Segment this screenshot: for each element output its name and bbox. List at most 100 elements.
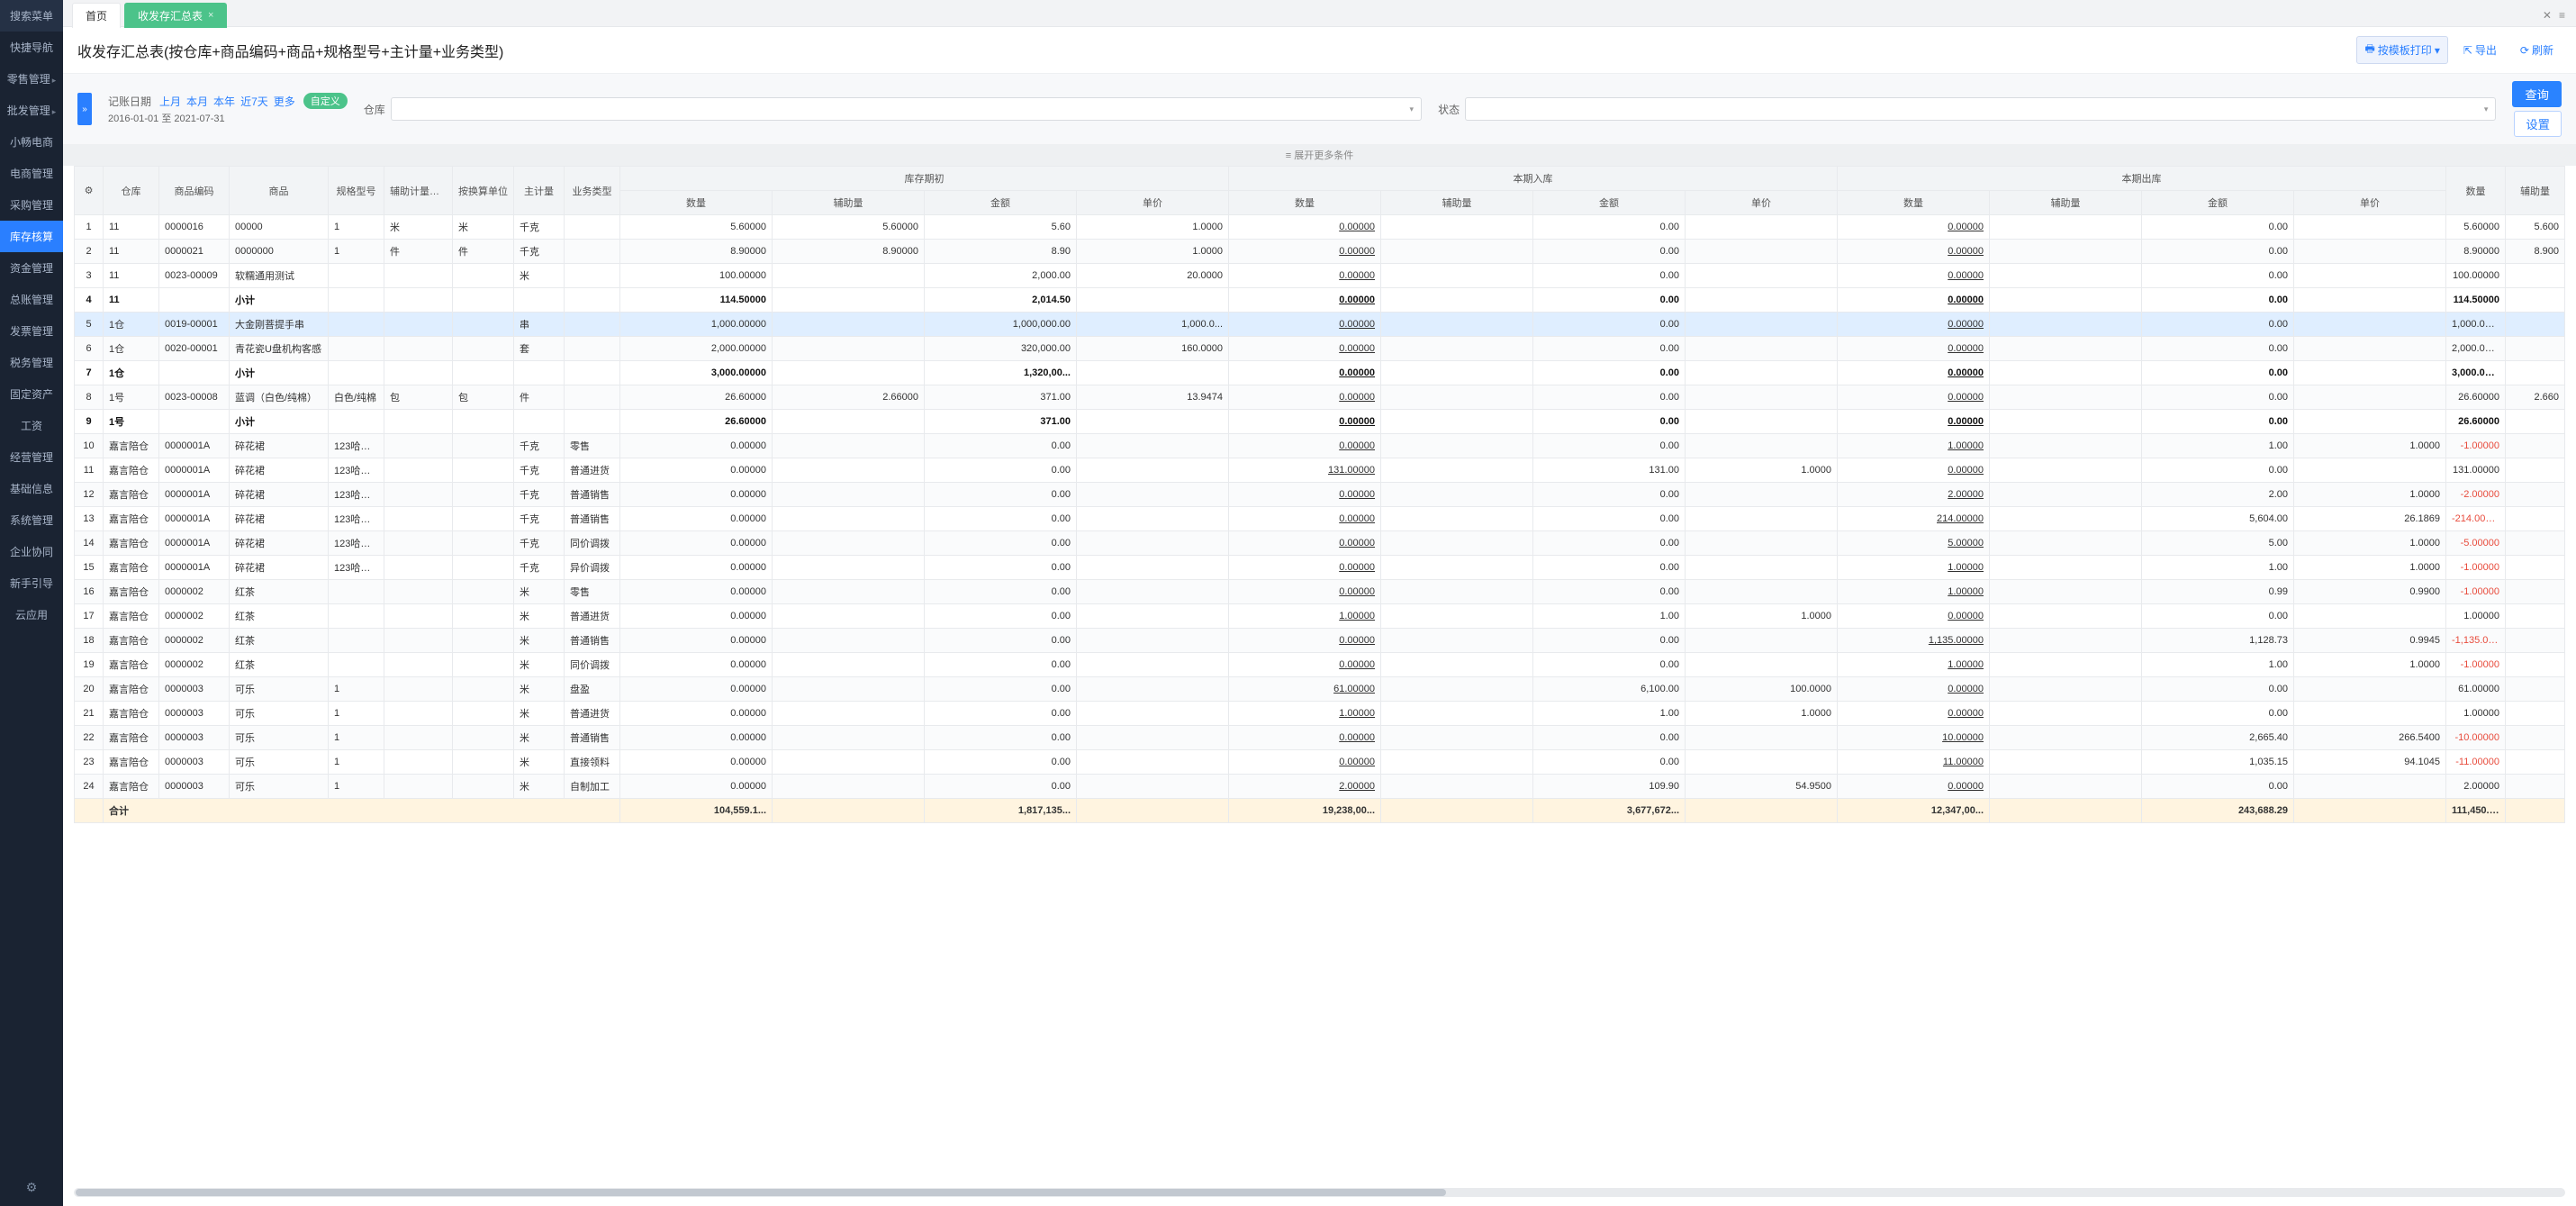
drill-link[interactable]: 61.00000 [1333, 684, 1375, 694]
sidebar-item-6[interactable]: 采购管理 [0, 189, 63, 221]
table-row[interactable]: 91号小计26.60000371.000.000000.000.000000.0… [75, 410, 2565, 434]
date-quick-0[interactable]: 上月 [159, 95, 181, 108]
date-quick-4[interactable]: 更多 [274, 95, 295, 108]
drill-link[interactable]: 0.00000 [1948, 611, 1984, 621]
search-button[interactable]: 查询 [2512, 81, 2562, 107]
date-quick-3[interactable]: 近7天 [240, 95, 268, 108]
table-row[interactable]: 211000002100000001件件千克8.900008.900008.90… [75, 240, 2565, 264]
tab-1[interactable]: 收发存汇总表× [124, 3, 227, 28]
sidebar-item-11[interactable]: 税务管理 [0, 347, 63, 378]
table-row[interactable]: 11嘉言陪仓0000001A碎花裙123哈哈哈...千克普通进货0.000000… [75, 458, 2565, 483]
table-row[interactable]: 22嘉言陪仓0000003可乐1米普通销售0.000000.000.000000… [75, 726, 2565, 750]
sidebar-item-7[interactable]: 库存核算 [0, 221, 63, 252]
sidebar-item-13[interactable]: 工资 [0, 410, 63, 441]
drill-link[interactable]: 0.00000 [1948, 319, 1984, 330]
drill-link[interactable]: 0.00000 [1339, 659, 1375, 670]
drill-link[interactable]: 0.00000 [1948, 392, 1984, 403]
sidebar-item-19[interactable]: 云应用 [0, 599, 63, 630]
drill-link[interactable]: 1.00000 [1339, 708, 1375, 719]
scrollbar-thumb[interactable] [76, 1189, 1446, 1196]
drill-link[interactable]: 0.00000 [1339, 270, 1375, 281]
drill-link[interactable]: 0.00000 [1948, 295, 1984, 305]
refresh-button[interactable]: ⟳ 刷新 [2512, 38, 2562, 62]
table-row[interactable]: 71仓小计3,000.000001,320,00...0.000000.000.… [75, 361, 2565, 385]
drill-link[interactable]: 131.00000 [1328, 465, 1375, 476]
drill-link[interactable]: 2.00000 [1339, 781, 1375, 792]
drill-link[interactable]: 0.00000 [1339, 246, 1375, 257]
drill-link[interactable]: 1.00000 [1948, 659, 1984, 670]
drill-link[interactable]: 0.00000 [1339, 513, 1375, 524]
drill-link[interactable]: 0.00000 [1948, 708, 1984, 719]
drill-link[interactable]: 5.00000 [1948, 538, 1984, 549]
expand-conditions[interactable]: ≡ 展开更多条件 [63, 144, 2576, 166]
print-button[interactable]: 🖶 按模板打印 ▾ [2356, 36, 2447, 64]
date-quick-2[interactable]: 本年 [213, 95, 235, 108]
drill-link[interactable]: 0.00000 [1948, 684, 1984, 694]
drill-link[interactable]: 2.00000 [1948, 489, 1984, 500]
table-row[interactable]: 1110000016000001米米千克5.600005.600005.601.… [75, 215, 2565, 240]
table-row[interactable]: 51仓0019-00001大金刚菩提手串串1,000.000001,000,00… [75, 313, 2565, 337]
custom-badge[interactable]: 自定义 [303, 93, 348, 109]
sidebar-item-17[interactable]: 企业协同 [0, 536, 63, 567]
drill-link[interactable]: 0.00000 [1339, 343, 1375, 354]
table-row[interactable]: 12嘉言陪仓0000001A碎花裙123哈哈哈...千克普通销售0.000000… [75, 483, 2565, 507]
sidebar-item-10[interactable]: 发票管理 [0, 315, 63, 347]
table-row[interactable]: 10嘉言陪仓0000001A碎花裙123哈哈哈...千克零售0.000000.0… [75, 434, 2565, 458]
drill-link[interactable]: 1.00000 [1948, 586, 1984, 597]
table-row[interactable]: 61仓0020-00001青花瓷U盘机构客感套2,000.00000320,00… [75, 337, 2565, 361]
drill-link[interactable]: 0.00000 [1339, 586, 1375, 597]
tab-menu-icon[interactable]: ≡ [2559, 9, 2565, 22]
drill-link[interactable]: 0.00000 [1339, 732, 1375, 743]
table-row[interactable]: 14嘉言陪仓0000001A碎花裙123哈哈哈...千克同价调拨0.000000… [75, 531, 2565, 556]
sidebar-item-4[interactable]: 小畅电商 [0, 126, 63, 158]
sidebar-item-16[interactable]: 系统管理 [0, 504, 63, 536]
horizontal-scrollbar[interactable] [74, 1188, 2565, 1197]
table-row[interactable]: 24嘉言陪仓0000003可乐1米自制加工0.000000.002.000001… [75, 775, 2565, 799]
drill-link[interactable]: 0.00000 [1948, 465, 1984, 476]
drill-link[interactable]: 0.00000 [1948, 270, 1984, 281]
export-button[interactable]: ⇱ 导出 [2455, 38, 2505, 62]
drill-link[interactable]: 0.00000 [1948, 416, 1984, 427]
drill-link[interactable]: 0.00000 [1339, 635, 1375, 646]
sidebar-item-14[interactable]: 经营管理 [0, 441, 63, 473]
drill-link[interactable]: 0.00000 [1339, 319, 1375, 330]
drill-link[interactable]: 0.00000 [1339, 295, 1375, 305]
table-row[interactable]: 3110023-00009软糯通用测试米100.000002,000.0020.… [75, 264, 2565, 288]
sidebar-item-0[interactable]: 搜索菜单 [0, 0, 63, 32]
table-row[interactable]: 23嘉言陪仓0000003可乐1米直接领料0.000000.000.000000… [75, 750, 2565, 775]
drill-link[interactable]: 0.00000 [1339, 538, 1375, 549]
date-quick-1[interactable]: 本月 [186, 95, 208, 108]
sidebar-item-1[interactable]: 快捷导航 [0, 32, 63, 63]
drill-link[interactable]: 0.00000 [1339, 489, 1375, 500]
drill-link[interactable]: 0.00000 [1948, 343, 1984, 354]
table-row[interactable]: 19嘉言陪仓0000002红茶米同价调拨0.000000.000.000000.… [75, 653, 2565, 677]
drill-link[interactable]: 0.00000 [1339, 392, 1375, 403]
settings-gear-icon[interactable]: ⚙ [26, 1180, 38, 1194]
drill-link[interactable]: 0.00000 [1339, 440, 1375, 451]
sidebar-item-15[interactable]: 基础信息 [0, 473, 63, 504]
drill-link[interactable]: 0.00000 [1948, 222, 1984, 232]
table-row[interactable]: 20嘉言陪仓0000003可乐1米盘盈0.000000.0061.000006,… [75, 677, 2565, 702]
tab-close-1[interactable]: × [208, 10, 213, 21]
drill-link[interactable]: 1,135.00000 [1929, 635, 1984, 646]
drill-link[interactable]: 0.00000 [1948, 246, 1984, 257]
sidebar-item-18[interactable]: 新手引导 [0, 567, 63, 599]
sidebar-item-2[interactable]: 零售管理 [0, 63, 63, 95]
drill-link[interactable]: 0.00000 [1339, 222, 1375, 232]
table-row[interactable]: 17嘉言陪仓0000002红茶米普通进货0.000000.001.000001.… [75, 604, 2565, 629]
drill-link[interactable]: 0.00000 [1948, 781, 1984, 792]
drill-link[interactable]: 1.00000 [1948, 562, 1984, 573]
drill-link[interactable]: 214.00000 [1937, 513, 1984, 524]
status-select[interactable]: ▾ [1465, 97, 2496, 121]
filter-setting-button[interactable]: 设置 [2514, 111, 2562, 137]
drill-link[interactable]: 1.00000 [1339, 611, 1375, 621]
col-gear[interactable]: ⚙ [75, 167, 104, 215]
table-row[interactable]: 411小计114.500002,014.500.000000.000.00000… [75, 288, 2565, 313]
drill-link[interactable]: 0.00000 [1339, 416, 1375, 427]
table-row[interactable]: 13嘉言陪仓0000001A碎花裙123哈哈哈...千克普通销售0.000000… [75, 507, 2565, 531]
drill-link[interactable]: 0.00000 [1339, 562, 1375, 573]
sidebar-item-5[interactable]: 电商管理 [0, 158, 63, 189]
drill-link[interactable]: 1.00000 [1948, 440, 1984, 451]
sidebar-item-12[interactable]: 固定资产 [0, 378, 63, 410]
tab-0[interactable]: 首页 [72, 3, 121, 28]
